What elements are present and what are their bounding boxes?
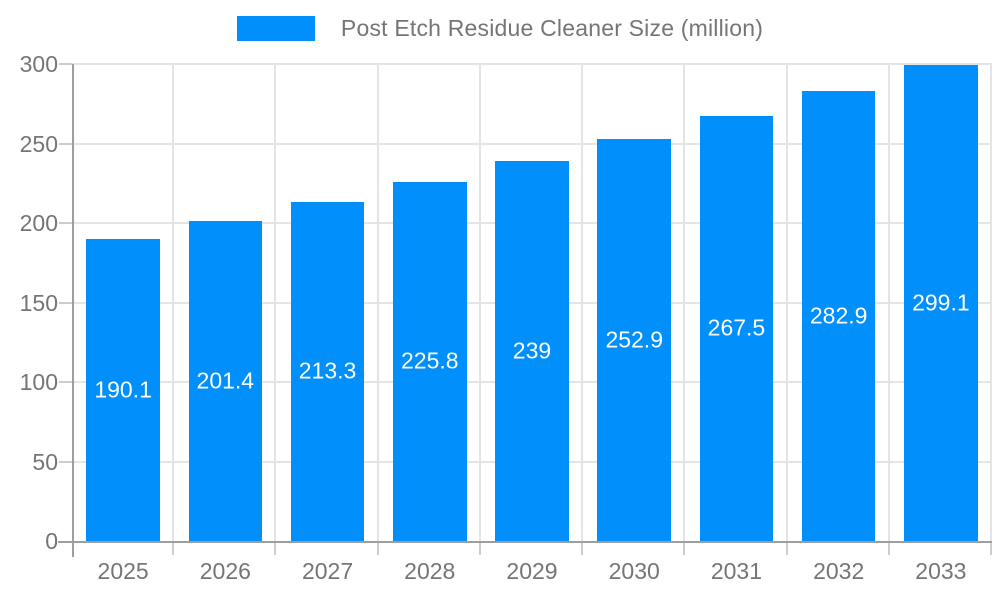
h-gridline bbox=[72, 63, 992, 65]
y-tick-mark bbox=[59, 222, 72, 225]
bar-value-label: 213.3 bbox=[298, 357, 357, 384]
bar-2032[interactable]: 282.9 bbox=[801, 91, 876, 541]
bar-2026[interactable]: 201.4 bbox=[188, 220, 263, 541]
bar-value-label: 190.1 bbox=[94, 376, 152, 403]
v-gridline bbox=[785, 64, 788, 541]
y-tick-label: 300 bbox=[19, 51, 58, 77]
h-gridline bbox=[72, 142, 992, 145]
y-axis-line bbox=[72, 64, 74, 557]
x-tick-label: 2025 bbox=[97, 558, 149, 584]
x-tick-label: 2027 bbox=[301, 558, 354, 584]
legend-swatch-icon bbox=[236, 16, 315, 41]
bar-value-label: 239 bbox=[512, 337, 552, 364]
v-gridline bbox=[376, 64, 379, 541]
v-gridline bbox=[172, 64, 175, 541]
v-gridline bbox=[581, 64, 584, 541]
bar-2025[interactable]: 190.1 bbox=[86, 238, 160, 541]
x-tick-mark bbox=[887, 541, 890, 555]
bar-2030[interactable]: 252.9 bbox=[597, 138, 672, 541]
x-tick-mark bbox=[990, 541, 992, 555]
y-tick-label: 150 bbox=[19, 289, 58, 316]
v-gridline bbox=[990, 64, 992, 541]
v-gridline bbox=[274, 64, 277, 541]
y-tick-mark bbox=[59, 142, 72, 145]
x-tick-label: 2032 bbox=[813, 558, 865, 584]
bar-value-label: 225.8 bbox=[400, 347, 459, 374]
x-axis-line bbox=[58, 541, 992, 543]
x-tick-mark bbox=[785, 541, 788, 555]
x-tick-mark bbox=[581, 541, 584, 555]
y-tick-label: 100 bbox=[19, 369, 58, 396]
bar-2033[interactable]: 299.1 bbox=[904, 65, 978, 541]
bar-value-label: 299.1 bbox=[912, 289, 970, 316]
bar-value-label: 282.9 bbox=[809, 302, 868, 329]
x-tick-mark bbox=[376, 541, 379, 555]
x-tick-label: 2030 bbox=[608, 558, 660, 584]
v-gridline bbox=[887, 64, 890, 541]
bar-value-label: 201.4 bbox=[196, 367, 255, 394]
y-tick-mark bbox=[59, 301, 72, 304]
y-tick-mark bbox=[59, 381, 72, 384]
legend-label: Post Etch Residue Cleaner Size (million) bbox=[340, 15, 764, 41]
bar-value-label: 267.5 bbox=[707, 314, 766, 341]
v-gridline bbox=[683, 64, 686, 541]
y-tick-label: 250 bbox=[19, 130, 58, 157]
bar-2031[interactable]: 267.5 bbox=[699, 115, 774, 541]
x-tick-label: 2033 bbox=[915, 558, 967, 584]
bar-value-label: 252.9 bbox=[605, 326, 663, 353]
x-tick-label: 2028 bbox=[404, 558, 456, 584]
v-gridline bbox=[478, 64, 481, 541]
x-tick-label: 2031 bbox=[710, 558, 763, 584]
x-tick-mark bbox=[172, 541, 175, 555]
x-tick-mark bbox=[683, 541, 686, 555]
x-tick-mark bbox=[478, 541, 481, 555]
x-tick-mark bbox=[274, 541, 277, 555]
y-tick-mark bbox=[59, 460, 72, 463]
bar-2028[interactable]: 225.8 bbox=[392, 181, 467, 541]
y-tick-label: 200 bbox=[19, 210, 58, 237]
x-tick-label: 2029 bbox=[506, 558, 558, 584]
x-tick-label: 2026 bbox=[199, 558, 251, 584]
plot-area: 190.1 201.4 213.3 225.8 239 252.9 267.5 282.9 29… bbox=[20, 51, 992, 584]
y-tick-label: 0 bbox=[45, 528, 58, 554]
bar-2029[interactable]: 239 bbox=[495, 161, 569, 541]
y-tick-label: 50 bbox=[32, 448, 58, 475]
legend-item[interactable]: Post Etch Residue Cleaner Size (million) bbox=[0, 15, 1000, 42]
y-tick-mark bbox=[59, 63, 72, 65]
bar-2027[interactable]: 213.3 bbox=[290, 201, 365, 541]
